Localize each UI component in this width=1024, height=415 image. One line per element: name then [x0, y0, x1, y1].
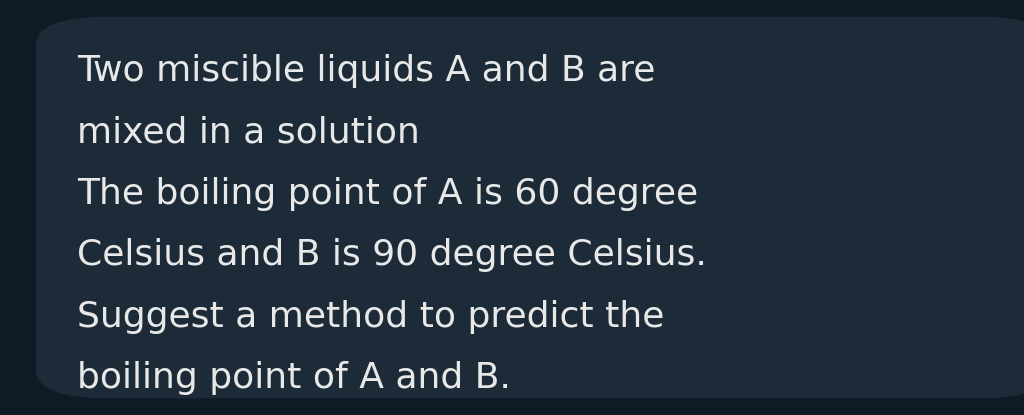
Text: Two miscible liquids A and B are: Two miscible liquids A and B are	[77, 54, 655, 88]
Text: boiling point of A and B.: boiling point of A and B.	[77, 361, 511, 395]
FancyBboxPatch shape	[36, 17, 1024, 398]
Text: Celsius and B is 90 degree Celsius.: Celsius and B is 90 degree Celsius.	[77, 238, 707, 272]
Text: Suggest a method to predict the: Suggest a method to predict the	[77, 300, 665, 334]
Text: mixed in a solution: mixed in a solution	[77, 115, 420, 149]
Text: The boiling point of A is 60 degree: The boiling point of A is 60 degree	[77, 177, 698, 211]
